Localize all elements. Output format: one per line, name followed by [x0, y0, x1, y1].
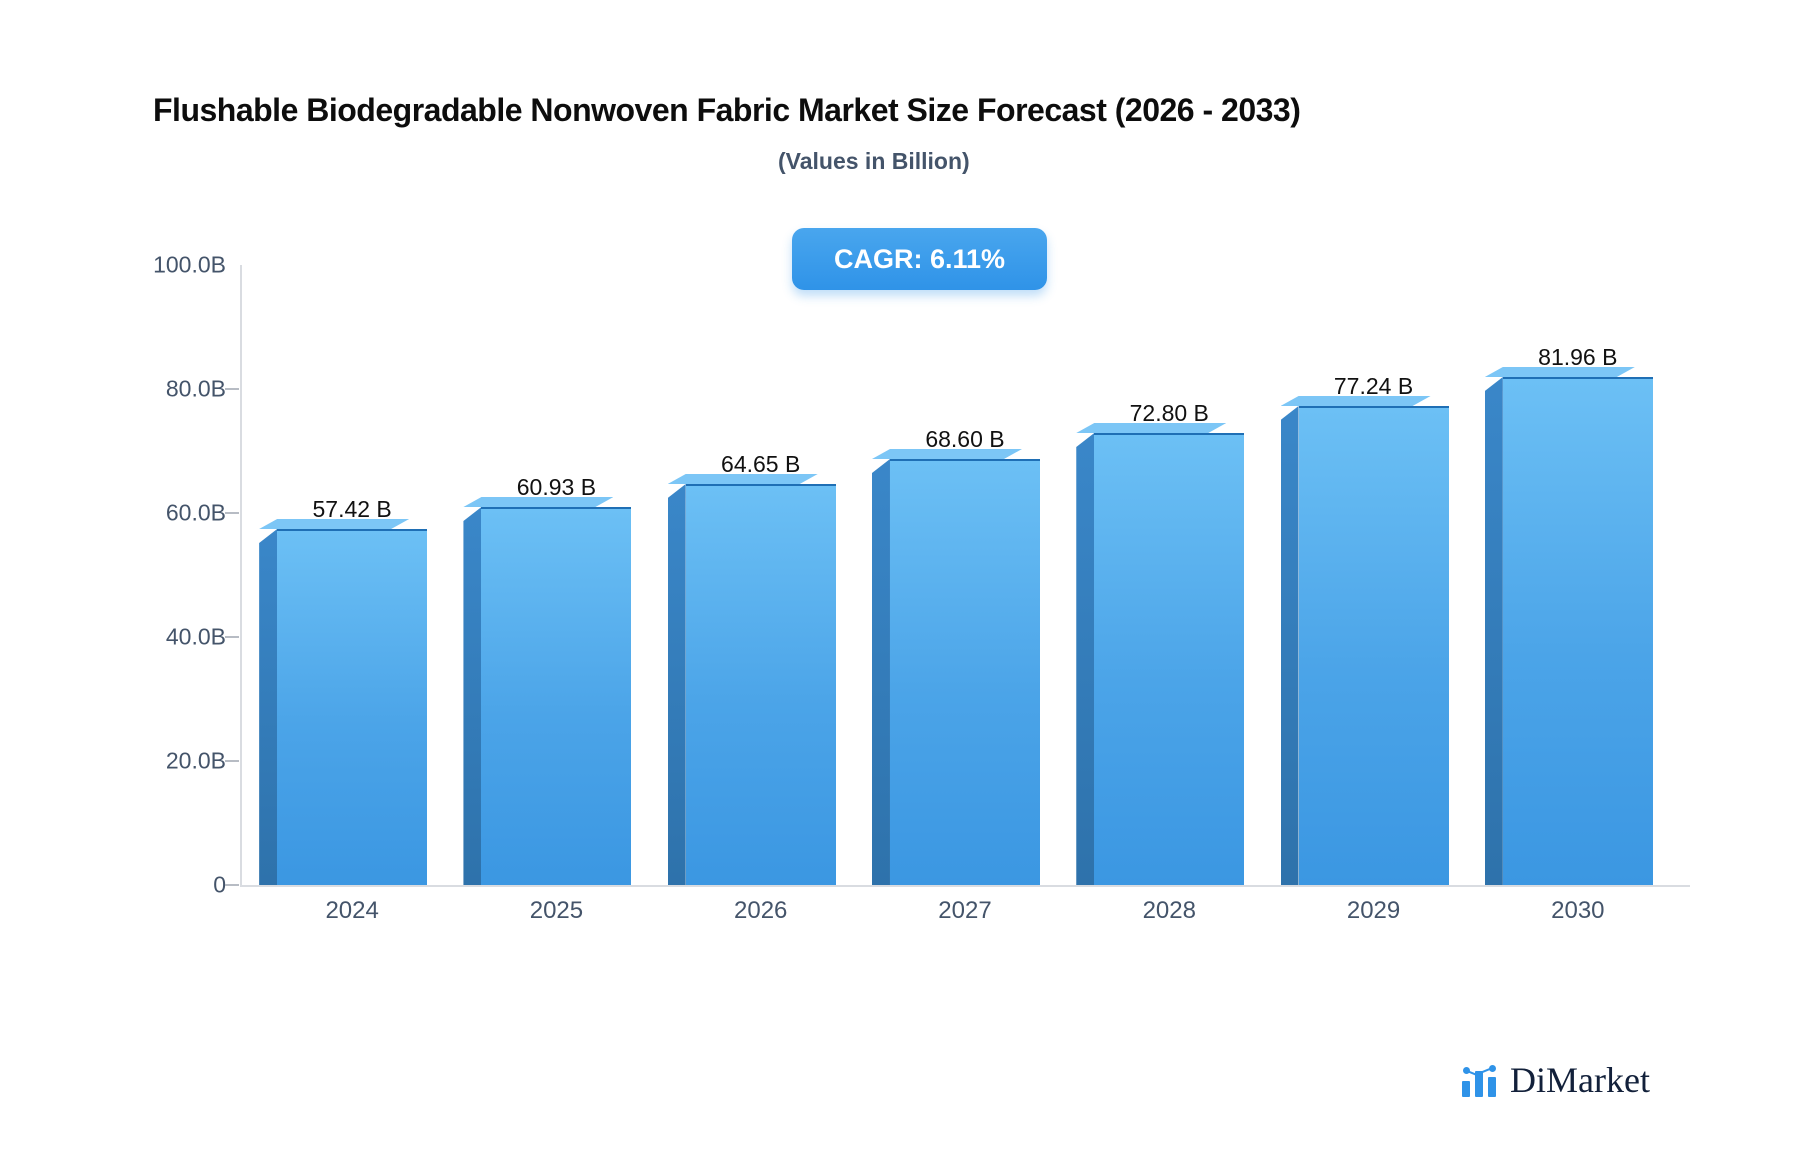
bar-group-2030[interactable]: 81.96 B — [1503, 265, 1653, 885]
y-tick-dash — [225, 388, 239, 390]
bar-top-cap — [1485, 367, 1635, 377]
bar-front-face[interactable] — [481, 507, 631, 885]
bars-container: 57.42 B 60.93 B 64.65 B 68 — [240, 265, 1690, 885]
bar-top-cap — [1076, 423, 1226, 433]
bar-group-2025[interactable]: 60.93 B — [481, 265, 631, 885]
bar-front-face[interactable] — [1094, 433, 1244, 885]
bar-side-face — [259, 529, 277, 885]
y-tick-dash — [225, 636, 239, 638]
y-tick-label: 40.0B — [130, 624, 240, 651]
y-tick-label: 80.0B — [130, 376, 240, 403]
bar-value-label: 64.65 B — [721, 451, 800, 478]
bar-group-2027[interactable]: 68.60 B — [890, 265, 1040, 885]
y-tick-label: 100.0B — [130, 252, 240, 279]
bar-group-2028[interactable]: 72.80 B — [1094, 265, 1244, 885]
bar-front-face[interactable] — [686, 484, 836, 885]
bar-front-face[interactable] — [1299, 406, 1449, 885]
bar-value-label: 57.42 B — [312, 496, 391, 523]
bar-value-label: 81.96 B — [1538, 344, 1617, 371]
y-axis: 100.0B 80.0B 60.0B 40.0B 20.0B 0 — [130, 265, 240, 885]
bar-top-cap — [872, 449, 1022, 459]
bar-value-label: 72.80 B — [1130, 400, 1209, 427]
bar-group-2029[interactable]: 77.24 B — [1299, 265, 1449, 885]
bar-front-face[interactable] — [277, 529, 427, 885]
bar-top-cap — [259, 519, 409, 529]
y-tick-dash — [225, 760, 239, 762]
brand-logo: DiMarket — [1462, 1059, 1650, 1101]
x-tick-label: 2025 — [481, 897, 631, 925]
bar-front-face[interactable] — [1503, 377, 1653, 885]
bar-front-face[interactable] — [890, 459, 1040, 885]
bar-group-2026[interactable]: 64.65 B — [686, 265, 836, 885]
x-tick-label: 2029 — [1299, 897, 1449, 925]
y-tick-label: 0 — [130, 872, 240, 899]
x-axis-line — [240, 885, 1690, 887]
bar-top-cap — [668, 474, 818, 484]
x-tick-label: 2028 — [1094, 897, 1244, 925]
bar-top-cap — [463, 497, 613, 507]
bar-side-face — [1281, 406, 1299, 885]
x-tick-label: 2026 — [686, 897, 836, 925]
bar-value-label: 77.24 B — [1334, 373, 1413, 400]
bar-chart-icon — [1462, 1063, 1500, 1097]
bar-side-face — [463, 507, 481, 885]
x-tick-label: 2027 — [890, 897, 1040, 925]
bar-value-label: 60.93 B — [517, 474, 596, 501]
x-tick-label: 2024 — [277, 897, 427, 925]
bar-group-2024[interactable]: 57.42 B — [277, 265, 427, 885]
x-tick-label: 2030 — [1503, 897, 1653, 925]
plot-area: 100.0B 80.0B 60.0B 40.0B 20.0B 0 57.42 B… — [130, 265, 1690, 885]
y-tick-dash — [225, 884, 239, 886]
bar-side-face — [1076, 433, 1094, 885]
bar-side-face — [668, 484, 686, 885]
chart-subtitle: (Values in Billion) — [778, 148, 970, 175]
brand-name: DiMarket — [1510, 1059, 1650, 1101]
y-tick-label: 60.0B — [130, 500, 240, 527]
y-tick-label: 20.0B — [130, 748, 240, 775]
bar-side-face — [872, 459, 890, 885]
bar-side-face — [1485, 377, 1503, 885]
x-axis-labels: 2024 2025 2026 2027 2028 2029 2030 — [240, 897, 1690, 925]
bar-top-cap — [1281, 396, 1431, 406]
y-tick-dash — [225, 512, 239, 514]
chart-title: Flushable Biodegradable Nonwoven Fabric … — [153, 92, 1300, 129]
bar-value-label: 68.60 B — [925, 426, 1004, 453]
